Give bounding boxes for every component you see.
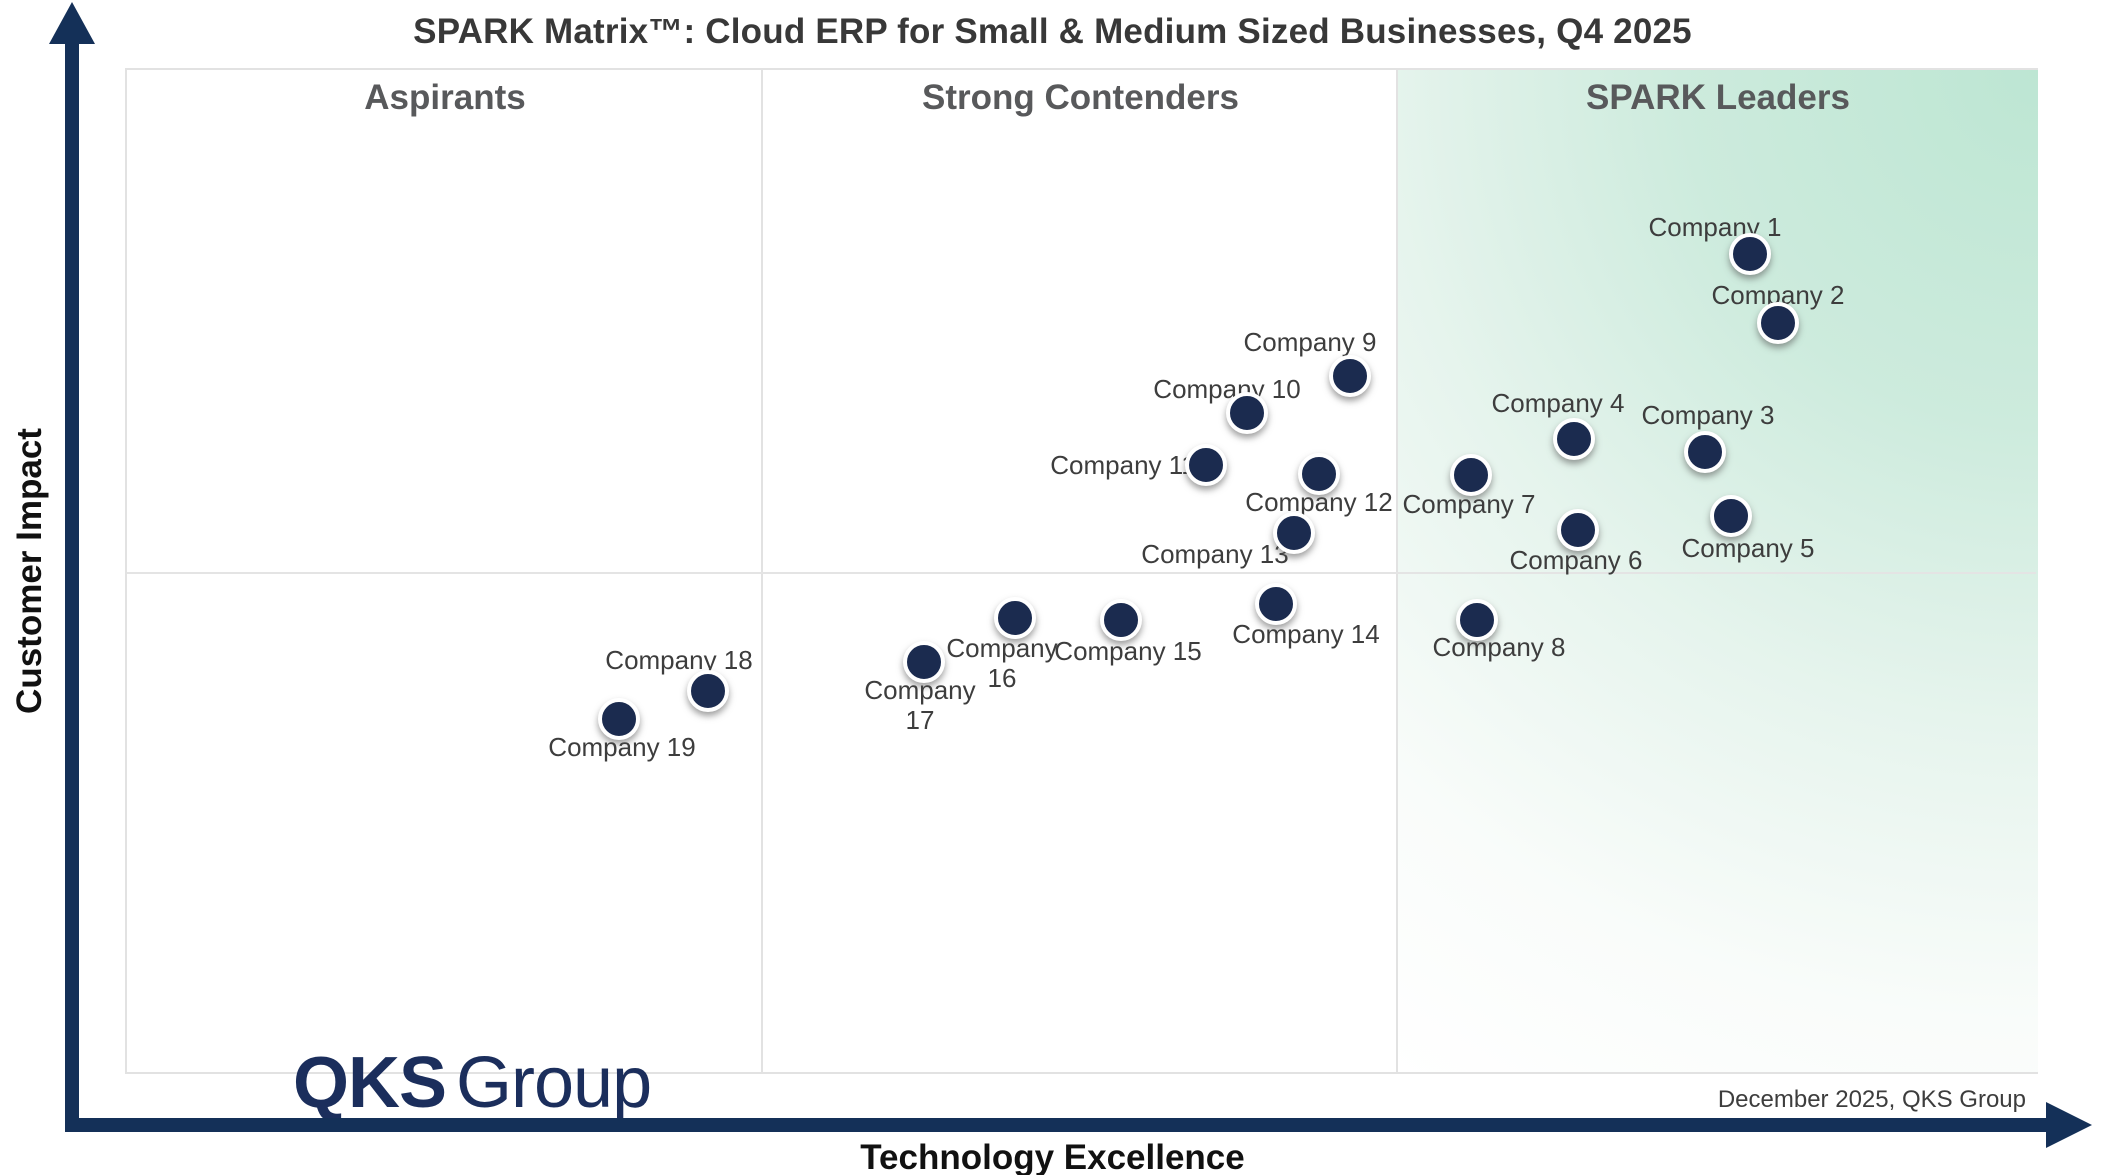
data-point-company-16 [994,597,1036,639]
data-point-company-7 [1450,454,1492,496]
data-point-company-14 [1255,583,1297,625]
qks-group-logo: QKS Group [293,1042,652,1124]
footer-note: December 2025, QKS Group [1717,1086,2026,1113]
quadrant-divider-2 [1396,70,1398,1072]
data-point-company-4 [1553,418,1595,460]
data-point-label: Company 15 [1054,636,1202,666]
quadrant-divider-1 [761,70,763,1072]
data-point-label: Company 17 [864,675,976,735]
data-point-company-8 [1456,599,1498,641]
leaders-quadrant-gradient [1396,70,2038,1072]
data-point-company-15 [1100,599,1142,641]
data-point-company-2 [1757,302,1799,344]
data-point-company-9 [1329,355,1371,397]
y-axis-label: Customer Impact [10,428,49,714]
logo-text-qks: QKS [293,1043,447,1123]
data-point-label: Company 6 [1509,545,1643,575]
page-title: SPARK Matrix™: Cloud ERP for Small & Med… [413,12,1692,51]
data-point-company-17 [903,641,945,683]
data-point-label: Company 4 [1491,388,1625,418]
data-point-label: Company 14 [1232,619,1380,649]
zone-label-spark-leaders: SPARK Leaders [1586,78,1850,117]
data-point-label: Company 7 [1402,489,1536,519]
x-axis-arrow-icon [2046,1102,2092,1148]
data-point-company-1 [1729,233,1771,275]
data-point-label: Company 10 [1153,374,1301,404]
data-point-company-6 [1557,509,1599,551]
data-point-label: Company 12 [1245,487,1393,517]
quadrant-midline [127,572,2036,574]
zone-label-aspirants: Aspirants [364,78,526,117]
data-point-label: Company 19 [548,732,696,762]
data-point-company-18 [687,670,729,712]
data-point-label: Company 8 [1432,632,1566,662]
data-point-company-10 [1226,392,1268,434]
data-point-company-19 [598,698,640,740]
plot-area: Aspirants Strong Contenders SPARK Leader… [125,68,2038,1123]
zone-label-strong-contenders: Strong Contenders [922,78,1239,117]
data-point-label: Company 18 [605,645,753,675]
data-point-company-13 [1273,512,1315,554]
y-axis-line [65,38,79,1132]
x-axis-label: Technology Excellence [860,1138,1245,1175]
data-point-company-12 [1298,453,1340,495]
data-point-label: Company 5 [1681,533,1815,563]
data-point-company-11 [1185,444,1227,486]
data-point-label: Company 9 [1243,327,1377,357]
data-point-label: Company 13 [1141,539,1289,569]
data-point-label: Company 16 [946,633,1058,693]
data-point-label: Company 3 [1641,400,1775,430]
logo-text-group: Group [456,1043,652,1123]
x-axis-line [65,1118,2046,1132]
data-point-company-3 [1684,431,1726,473]
y-axis-arrow-icon [49,2,95,44]
data-point-company-5 [1710,495,1752,537]
data-point-label: Company 11 [1050,450,1196,480]
